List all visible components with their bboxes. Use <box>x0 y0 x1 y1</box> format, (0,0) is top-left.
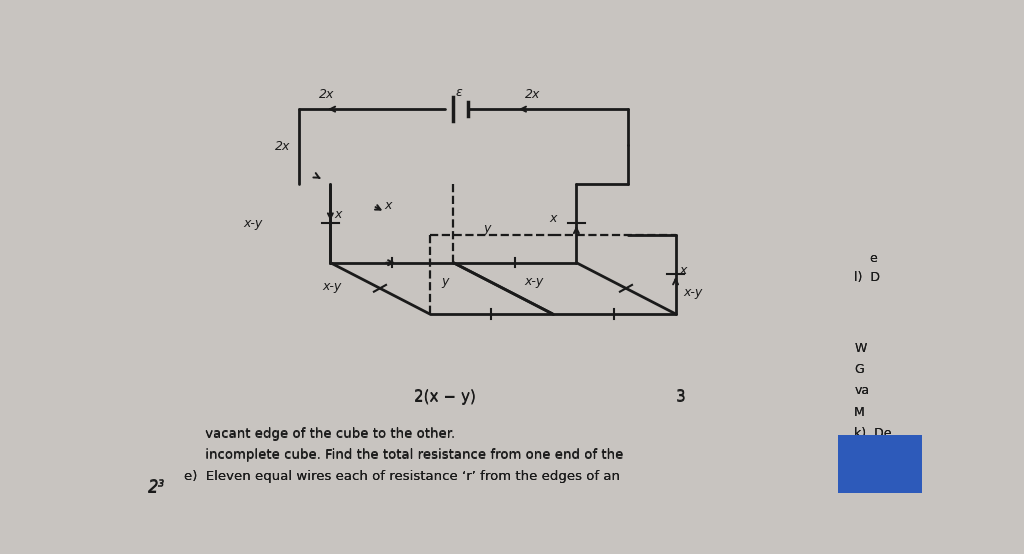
Text: G: G <box>854 363 864 376</box>
Text: va: va <box>854 384 869 397</box>
Text: y: y <box>483 222 490 235</box>
Text: x: x <box>334 208 342 221</box>
Text: 2x: 2x <box>524 88 541 101</box>
Text: vacant edge of the cube to the other.: vacant edge of the cube to the other. <box>183 428 455 441</box>
Text: wh: wh <box>854 453 872 465</box>
Bar <box>839 435 922 493</box>
Text: M: M <box>854 406 865 419</box>
Text: 2x: 2x <box>275 140 291 153</box>
Text: bas: bas <box>854 476 877 489</box>
Text: 2³: 2³ <box>147 478 165 496</box>
Text: e: e <box>854 252 878 265</box>
Text: x: x <box>680 264 687 276</box>
Text: incomplete cube. Find the total resistance from one end of the: incomplete cube. Find the total resistan… <box>183 448 623 461</box>
Text: 2³: 2³ <box>147 479 165 497</box>
Text: 3: 3 <box>676 388 685 403</box>
Text: 2(x − y): 2(x − y) <box>414 388 475 403</box>
Text: y: y <box>441 275 449 289</box>
Text: 2x: 2x <box>318 88 334 101</box>
Text: l)  D: l) D <box>854 271 881 284</box>
Text: x-y: x-y <box>684 286 702 299</box>
Text: vacant edge of the cube to the other.: vacant edge of the cube to the other. <box>183 427 455 440</box>
Text: k)  De: k) De <box>854 427 892 440</box>
Text: x-y: x-y <box>323 280 342 293</box>
Text: va: va <box>854 384 869 397</box>
Text: k)  De: k) De <box>854 427 892 440</box>
Text: W: W <box>854 342 866 355</box>
Text: incomplete cube. Find the total resistance from one end of the: incomplete cube. Find the total resistan… <box>183 449 623 462</box>
Text: x-y: x-y <box>524 275 544 289</box>
Text: bas: bas <box>854 476 877 489</box>
Text: wh: wh <box>854 453 872 465</box>
Text: G: G <box>854 363 864 376</box>
Text: e)  Eleven equal wires each of resistance ‘r’ from the edges of an: e) Eleven equal wires each of resistance… <box>183 470 620 484</box>
Text: e)  Eleven equal wires each of resistance ‘r’ from the edges of an: e) Eleven equal wires each of resistance… <box>183 470 620 483</box>
Text: 3: 3 <box>676 390 685 405</box>
Text: l)  D: l) D <box>854 271 881 284</box>
Text: x-y: x-y <box>244 217 263 230</box>
Text: 2(x − y): 2(x − y) <box>414 390 475 405</box>
Text: x: x <box>384 199 391 212</box>
Text: e: e <box>854 252 878 265</box>
Text: M: M <box>854 406 865 419</box>
Text: ε: ε <box>456 85 463 99</box>
Text: x: x <box>549 213 556 225</box>
Bar <box>839 435 922 493</box>
Text: W: W <box>854 342 866 355</box>
